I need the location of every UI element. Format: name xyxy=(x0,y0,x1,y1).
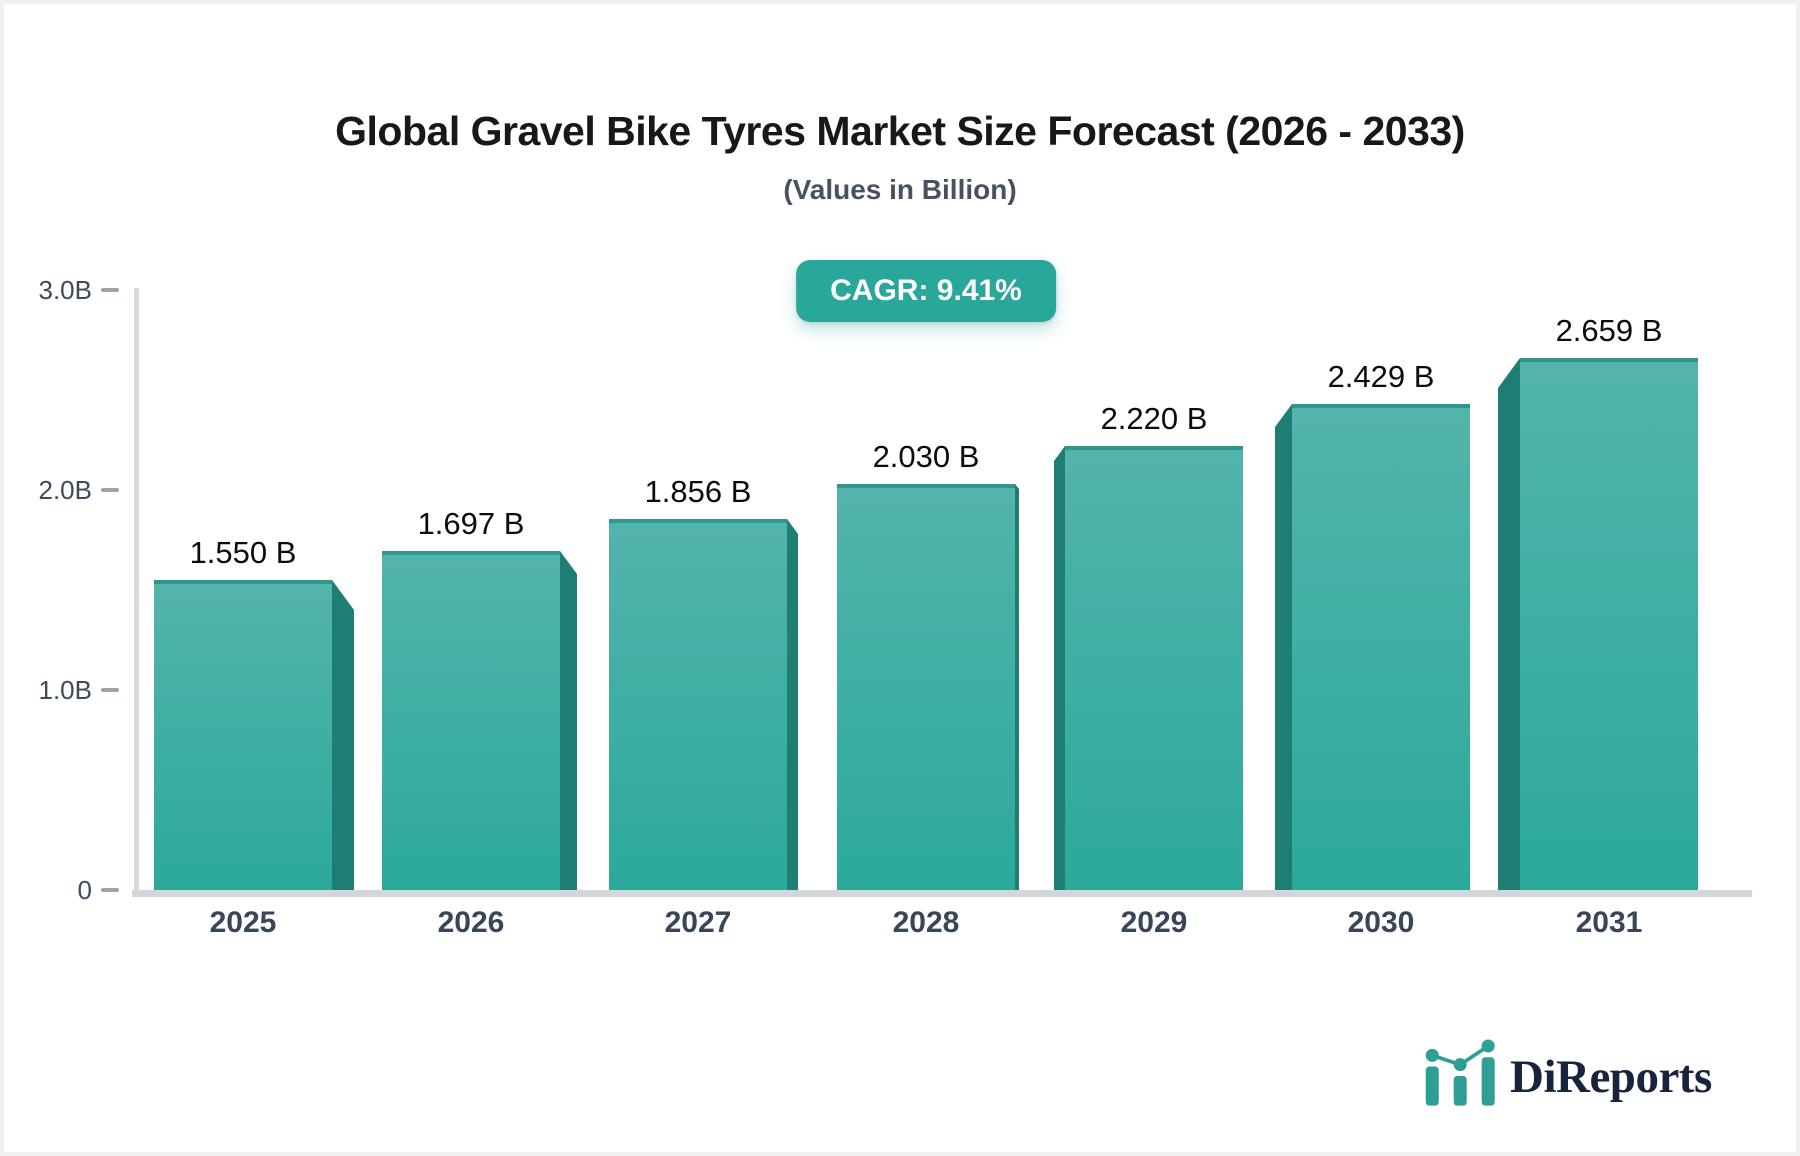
bar-2026 xyxy=(382,551,560,890)
y-tick-dash xyxy=(101,888,119,892)
bar-value-label: 2.220 B xyxy=(1100,401,1208,436)
y-tick-label: 2.0B xyxy=(38,475,93,505)
bar-value-label: 2.659 B xyxy=(1555,313,1663,348)
x-axis-label-2028: 2028 xyxy=(892,906,960,939)
y-tick-dash xyxy=(101,688,119,692)
chart-title: Global Gravel Bike Tyres Market Size For… xyxy=(335,108,1465,154)
bar-side-face xyxy=(560,551,577,890)
bar-2031 xyxy=(1520,358,1698,890)
y-tick-label: 1.0B xyxy=(38,675,93,705)
bar-side-face xyxy=(787,519,798,890)
x-axis-label-2030: 2030 xyxy=(1347,906,1415,939)
bar-2028 xyxy=(837,484,1015,890)
x-axis-line xyxy=(132,890,1752,897)
cagr-badge: CAGR: 9.41% xyxy=(796,260,1056,322)
chart-subtitle: (Values in Billion) xyxy=(783,174,1017,205)
x-axis-label-2026: 2026 xyxy=(437,906,505,939)
bar-side-face xyxy=(1015,484,1019,890)
bar-side-face xyxy=(332,580,354,890)
bar-value-label: 2.030 B xyxy=(872,439,980,474)
bar-2030 xyxy=(1292,404,1470,890)
mini-bar-chart-icon xyxy=(1422,1038,1504,1115)
cagr-badge-label: CAGR: 9.41% xyxy=(830,274,1022,307)
x-axis-label-2031: 2031 xyxy=(1575,906,1643,939)
bar-value-label: 1.697 B xyxy=(417,506,525,541)
bar-value-label: 1.856 B xyxy=(644,474,752,509)
bar-side-face xyxy=(1054,446,1065,890)
y-tick-dash xyxy=(101,288,119,292)
y-tick-label: 3.0B xyxy=(38,275,93,305)
x-axis-label-2029: 2029 xyxy=(1120,906,1188,939)
y-tick-dash xyxy=(101,488,119,492)
bar-2029 xyxy=(1065,446,1243,890)
bar-side-face xyxy=(1498,358,1520,890)
brand-logo: DiReports xyxy=(1422,1038,1712,1115)
y-axis-line xyxy=(134,288,139,897)
bar-value-label: 1.550 B xyxy=(189,535,297,570)
bar-2025 xyxy=(154,580,332,890)
bar-value-label: 2.429 B xyxy=(1327,359,1435,394)
x-axis-label-2025: 2025 xyxy=(209,906,277,939)
bar-2027 xyxy=(609,519,787,890)
y-tick-label: 0 xyxy=(77,875,92,905)
bar-side-face xyxy=(1275,404,1292,890)
brand-name: DiReports xyxy=(1510,1050,1712,1103)
x-axis-label-2027: 2027 xyxy=(664,906,732,939)
